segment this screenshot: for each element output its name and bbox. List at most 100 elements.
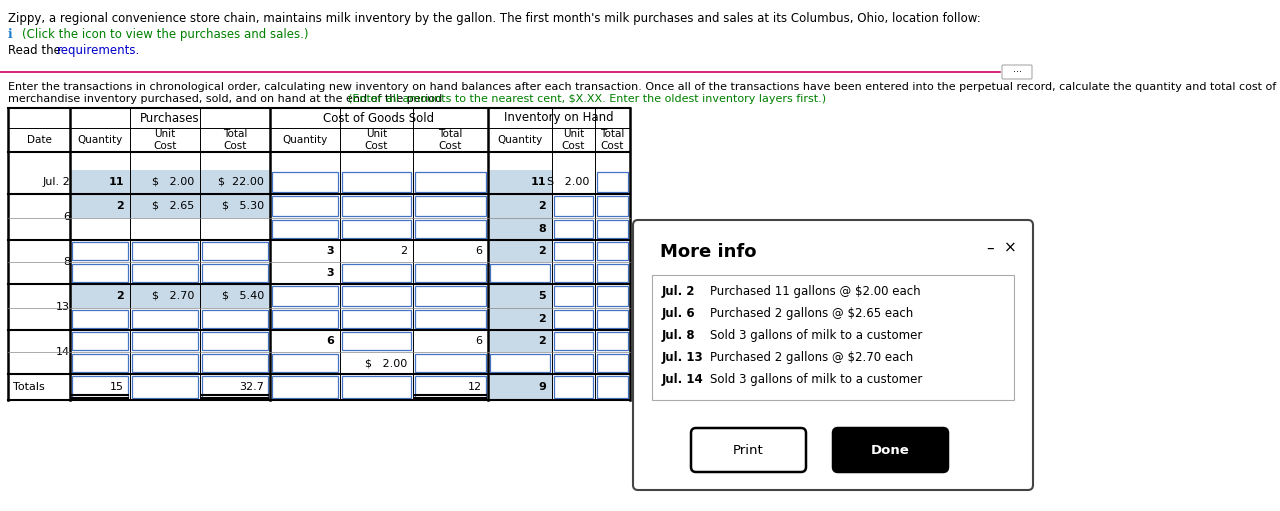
Text: (Click the icon to view the purchases and sales.): (Click the icon to view the purchases an… [22,28,308,41]
Bar [554,242,593,260]
Text: Quantity: Quantity [77,135,123,145]
Bar [596,264,628,282]
Bar [202,354,268,372]
Bar [202,332,268,350]
Bar [488,240,552,262]
Bar [596,310,628,328]
Text: –: – [986,241,993,256]
Bar [342,310,411,328]
Bar [342,332,411,350]
Bar [132,376,198,398]
Text: S   2.00: S 2.00 [547,177,589,187]
Bar [554,376,593,398]
Bar [72,310,128,328]
Text: Quantity: Quantity [283,135,328,145]
Bar [202,310,268,328]
Bar [132,310,198,328]
Text: Purchases: Purchases [141,111,200,125]
Bar [415,196,486,216]
Text: Jul. 14: Jul. 14 [662,373,704,385]
Bar [488,284,552,308]
Bar [72,264,128,282]
Text: 11: 11 [109,177,124,187]
Text: 14: 14 [56,347,70,357]
Text: ℹ: ℹ [8,28,13,41]
Text: $   2.00: $ 2.00 [152,177,195,187]
Text: Unit
Cost: Unit Cost [154,129,177,151]
Bar [554,332,593,350]
Text: Unit
Cost: Unit Cost [562,129,585,151]
Bar [596,332,628,350]
Bar [202,242,268,260]
Bar [415,172,486,192]
Text: 9: 9 [538,382,547,392]
Text: 3: 3 [326,246,334,256]
Text: $   2.65: $ 2.65 [152,201,195,211]
Text: Purchased 2 gallons @ $2.65 each: Purchased 2 gallons @ $2.65 each [710,307,913,319]
Text: Date: Date [27,135,51,145]
Text: Unit
Cost: Unit Cost [365,129,388,151]
Text: 8: 8 [63,257,70,267]
Text: 12: 12 [468,382,483,392]
Bar [488,374,552,400]
Text: Total
Cost: Total Cost [223,129,247,151]
Bar [72,242,128,260]
Text: 2: 2 [116,291,124,301]
Text: merchandise inventory purchased, sold, and on hand at the end of the period.: merchandise inventory purchased, sold, a… [8,94,449,104]
Text: 2: 2 [539,336,547,346]
Bar [415,264,486,282]
Text: Total
Cost: Total Cost [600,129,625,151]
Text: Jul. 6: Jul. 6 [662,307,695,319]
Bar [273,196,338,216]
Text: 11: 11 [530,177,547,187]
Text: 5: 5 [539,291,547,301]
FancyBboxPatch shape [833,428,948,472]
Text: 2: 2 [399,246,407,256]
Bar [132,242,198,260]
Text: Cost of Goods Sold: Cost of Goods Sold [324,111,435,125]
Bar [202,376,268,398]
Text: Sold 3 gallons of milk to a customer: Sold 3 gallons of milk to a customer [710,373,923,385]
Text: ···: ··· [1012,67,1021,77]
Bar [596,354,628,372]
Bar [415,310,486,328]
Text: $   5.30: $ 5.30 [221,201,264,211]
Text: 6: 6 [475,336,483,346]
Text: Total
Cost: Total Cost [438,129,462,151]
Bar [415,286,486,306]
Text: $   5.40: $ 5.40 [221,291,264,301]
Text: Done: Done [870,444,909,456]
Bar [273,220,338,238]
Text: $   2.70: $ 2.70 [151,291,195,301]
Text: Enter the transactions in chronological order, calculating new inventory on hand: Enter the transactions in chronological … [8,82,1276,92]
FancyBboxPatch shape [691,428,806,472]
Text: 6: 6 [475,246,483,256]
Bar [342,264,411,282]
Text: Jul. 8: Jul. 8 [662,329,695,341]
Text: $  22.00: $ 22.00 [218,177,264,187]
Bar [488,308,552,330]
Bar [554,264,593,282]
Text: Jul. 2: Jul. 2 [42,177,70,187]
Bar [596,220,628,238]
Text: Quantity: Quantity [498,135,543,145]
Text: Inventory on Hand: Inventory on Hand [504,111,614,125]
Bar [273,286,338,306]
Bar [273,310,338,328]
Text: Jul. 13: Jul. 13 [662,351,704,363]
Text: 32.7: 32.7 [239,382,264,392]
Text: requirements.: requirements. [58,44,141,57]
Bar [490,264,550,282]
Bar [132,264,198,282]
Bar [554,310,593,328]
Text: 2: 2 [539,314,547,324]
Bar [342,196,411,216]
Text: $   2.00: $ 2.00 [365,358,407,368]
Bar [273,172,338,192]
Text: 3: 3 [326,268,334,278]
Bar [554,220,593,238]
Bar [202,264,268,282]
Text: 6: 6 [63,212,70,222]
Text: Jul. 2: Jul. 2 [662,285,695,297]
FancyBboxPatch shape [1002,65,1032,79]
